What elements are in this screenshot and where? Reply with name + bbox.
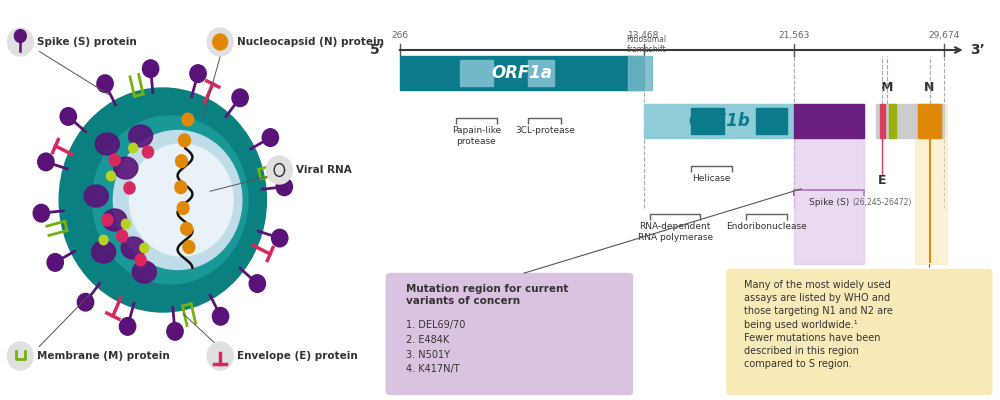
Circle shape: [272, 229, 288, 247]
Circle shape: [7, 342, 33, 370]
Circle shape: [33, 204, 49, 222]
Text: Endoribonuclease: Endoribonuclease: [726, 222, 807, 231]
Circle shape: [124, 182, 135, 194]
Circle shape: [59, 88, 266, 312]
Bar: [876, 104, 944, 138]
Text: Ribosomal
frameshift: Ribosomal frameshift: [626, 35, 666, 54]
Circle shape: [97, 75, 113, 92]
Circle shape: [102, 214, 113, 226]
Bar: [628, 56, 652, 90]
Text: Viral RNA: Viral RNA: [296, 165, 352, 175]
Ellipse shape: [84, 185, 108, 207]
Circle shape: [266, 156, 292, 184]
Ellipse shape: [92, 241, 116, 263]
Text: Mutation region for current
variants of concern: Mutation region for current variants of …: [406, 284, 569, 306]
Text: Envelope (E) protein: Envelope (E) protein: [237, 351, 358, 361]
Bar: [400, 56, 644, 90]
Circle shape: [60, 108, 76, 125]
Circle shape: [182, 113, 194, 126]
Circle shape: [176, 155, 187, 168]
Circle shape: [99, 235, 108, 245]
Ellipse shape: [129, 125, 153, 147]
Ellipse shape: [132, 261, 156, 283]
Text: ORF1a: ORF1a: [491, 64, 553, 82]
Circle shape: [121, 219, 130, 229]
Circle shape: [117, 230, 128, 242]
Circle shape: [181, 222, 193, 235]
Text: 1. DEL69/70
2. E484K
3. N501Y
4. K417N/T: 1. DEL69/70 2. E484K 3. N501Y 4. K417N/T: [406, 320, 466, 374]
Bar: [460, 60, 493, 86]
Bar: [918, 104, 941, 138]
Circle shape: [47, 254, 63, 271]
Text: ORF1b: ORF1b: [688, 112, 750, 130]
Text: Papain-like
protease: Papain-like protease: [452, 126, 501, 146]
Text: Spike (S): Spike (S): [809, 198, 849, 207]
Circle shape: [119, 318, 136, 335]
Text: 5’: 5’: [370, 43, 384, 57]
Circle shape: [190, 65, 206, 82]
Circle shape: [262, 129, 279, 146]
Circle shape: [140, 243, 149, 253]
Circle shape: [175, 181, 187, 194]
Text: 13,468: 13,468: [628, 31, 660, 40]
Circle shape: [212, 308, 229, 325]
Bar: [794, 104, 864, 138]
Circle shape: [142, 60, 159, 78]
Circle shape: [183, 241, 195, 254]
Text: 3CL-protease: 3CL-protease: [515, 126, 575, 135]
Bar: [880, 104, 885, 138]
Circle shape: [232, 89, 248, 107]
Bar: [528, 60, 554, 86]
Text: 3’: 3’: [970, 43, 985, 57]
Text: 266: 266: [391, 31, 409, 40]
Ellipse shape: [114, 157, 138, 179]
Circle shape: [276, 178, 292, 196]
Circle shape: [207, 28, 233, 56]
Circle shape: [249, 275, 265, 292]
Circle shape: [14, 30, 26, 42]
Text: Many of the most widely used
assays are listed by WHO and
those targeting N1 and: Many of the most widely used assays are …: [744, 280, 893, 369]
Circle shape: [77, 293, 94, 311]
Ellipse shape: [103, 209, 127, 231]
Text: Membrane (M) protein: Membrane (M) protein: [37, 351, 170, 361]
Circle shape: [213, 34, 228, 50]
Circle shape: [179, 134, 190, 147]
Circle shape: [38, 153, 54, 171]
Text: Nucleocapsid (N) protein: Nucleocapsid (N) protein: [237, 37, 384, 47]
Bar: [889, 104, 896, 138]
Circle shape: [129, 143, 138, 153]
Circle shape: [177, 202, 189, 214]
Circle shape: [135, 254, 146, 266]
Bar: [691, 108, 724, 134]
Text: E: E: [878, 174, 887, 187]
FancyBboxPatch shape: [726, 269, 992, 395]
Text: 21,563: 21,563: [778, 31, 809, 40]
Circle shape: [113, 130, 242, 270]
FancyBboxPatch shape: [386, 273, 633, 395]
Text: 29,674: 29,674: [928, 31, 959, 40]
Ellipse shape: [121, 237, 145, 259]
Text: N: N: [924, 81, 935, 94]
Circle shape: [92, 116, 248, 284]
Text: M: M: [881, 81, 893, 94]
Bar: [644, 104, 794, 138]
Circle shape: [207, 342, 233, 370]
Bar: [756, 108, 787, 134]
Bar: [915, 104, 947, 264]
Circle shape: [107, 171, 115, 181]
Text: Helicase: Helicase: [692, 174, 730, 183]
Circle shape: [109, 154, 120, 166]
Text: Spike (S) protein: Spike (S) protein: [37, 37, 137, 47]
Circle shape: [129, 144, 233, 256]
Bar: [794, 104, 864, 264]
Text: RNA-dependent
RNA polymerase: RNA-dependent RNA polymerase: [638, 222, 713, 242]
Circle shape: [142, 146, 154, 158]
Circle shape: [7, 28, 33, 56]
Text: (26,245-26472): (26,245-26472): [853, 198, 912, 207]
Ellipse shape: [95, 133, 119, 155]
Circle shape: [167, 322, 183, 340]
